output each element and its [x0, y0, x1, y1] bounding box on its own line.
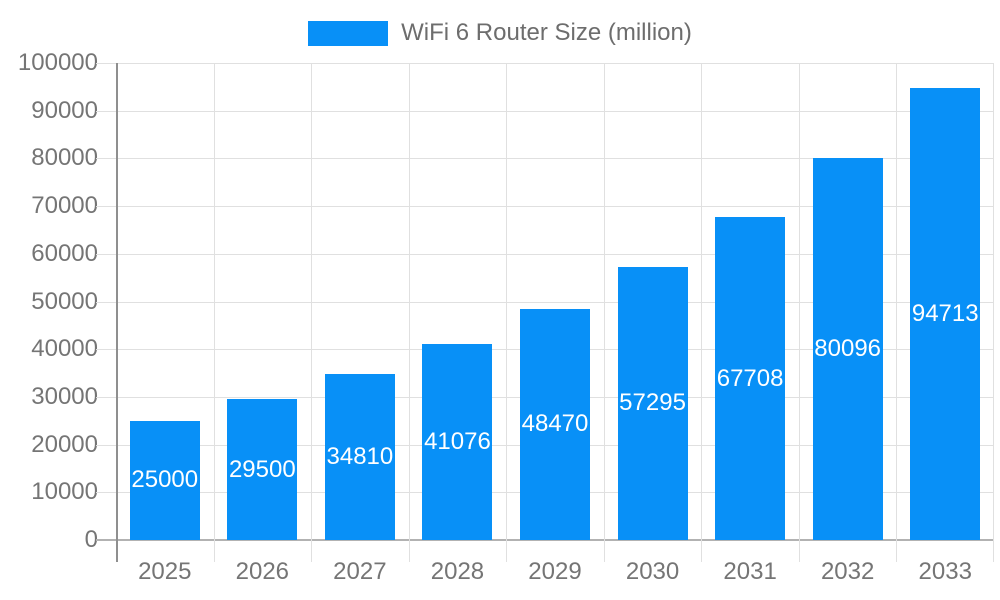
bar: [422, 344, 493, 540]
v-gridline: [213, 63, 215, 562]
x-axis-label: 2032: [820, 558, 875, 585]
h-gridline: [96, 206, 994, 208]
y-axis-label: 20000: [31, 430, 98, 458]
y-axis-label: 40000: [31, 335, 98, 363]
legend-swatch: [308, 20, 389, 46]
v-gridline: [993, 63, 994, 562]
y-axis-label: 80000: [31, 144, 98, 172]
bar: [520, 308, 590, 540]
x-axis-label: 2033: [918, 558, 972, 585]
v-gridline: [798, 63, 800, 562]
h-gridline: [96, 301, 994, 303]
x-axis-label: 2028: [430, 558, 485, 585]
y-axis-label: 70000: [31, 192, 98, 220]
y-axis-label: 50000: [31, 287, 98, 315]
x-axis-label: 2025: [138, 558, 192, 585]
bar: [129, 420, 200, 540]
bar-value-label: 57295: [619, 389, 686, 417]
bar-value-label: 80096: [814, 334, 882, 362]
x-axis-label: 2029: [528, 558, 582, 585]
bar-value-label: 34810: [326, 442, 394, 470]
plot-area: 25000 29500 34810 41076 48470 57295 67708 80096…: [96, 63, 994, 562]
bar: [617, 266, 688, 540]
bar-value-label: 94713: [911, 300, 979, 328]
h-gridline: [96, 110, 994, 112]
h-gridline: [96, 158, 994, 160]
bar: [910, 88, 981, 540]
bar: [324, 373, 395, 540]
legend: WiFi 6 Router Size (million): [0, 19, 1000, 47]
bar: [227, 399, 298, 540]
bar: [812, 157, 883, 540]
y-axis-label: 60000: [31, 239, 98, 267]
v-gridline: [701, 63, 703, 562]
bar-value-label: 67708: [716, 364, 784, 392]
y-axis-label: 100000: [17, 49, 98, 76]
x-axis-label: 2027: [333, 558, 387, 585]
bar-value-label: 25000: [131, 466, 199, 494]
bar: [715, 217, 786, 540]
v-gridline: [408, 63, 410, 562]
v-gridline: [896, 63, 898, 562]
y-axis-label: 10000: [31, 478, 98, 506]
legend-label: WiFi 6 Router Size (million): [401, 19, 692, 46]
y-axis-label: 0: [84, 526, 98, 553]
x-axis-baseline: [96, 539, 994, 541]
v-gridline: [311, 63, 313, 562]
v-gridline: [506, 63, 508, 562]
h-gridline: [96, 253, 994, 255]
x-axis-label: 2026: [235, 558, 290, 585]
bar-value-label: 29500: [228, 455, 296, 483]
x-axis-label: 2031: [723, 558, 777, 585]
y-axis-label: 30000: [31, 382, 98, 410]
y-axis-line: [116, 63, 118, 562]
y-axis-label: 90000: [31, 96, 98, 124]
bar-value-label: 41076: [424, 428, 491, 456]
bar-value-label: 48470: [521, 410, 589, 438]
x-axis-label: 2030: [625, 558, 680, 585]
v-gridline: [603, 63, 605, 562]
h-gridline: [96, 63, 994, 64]
